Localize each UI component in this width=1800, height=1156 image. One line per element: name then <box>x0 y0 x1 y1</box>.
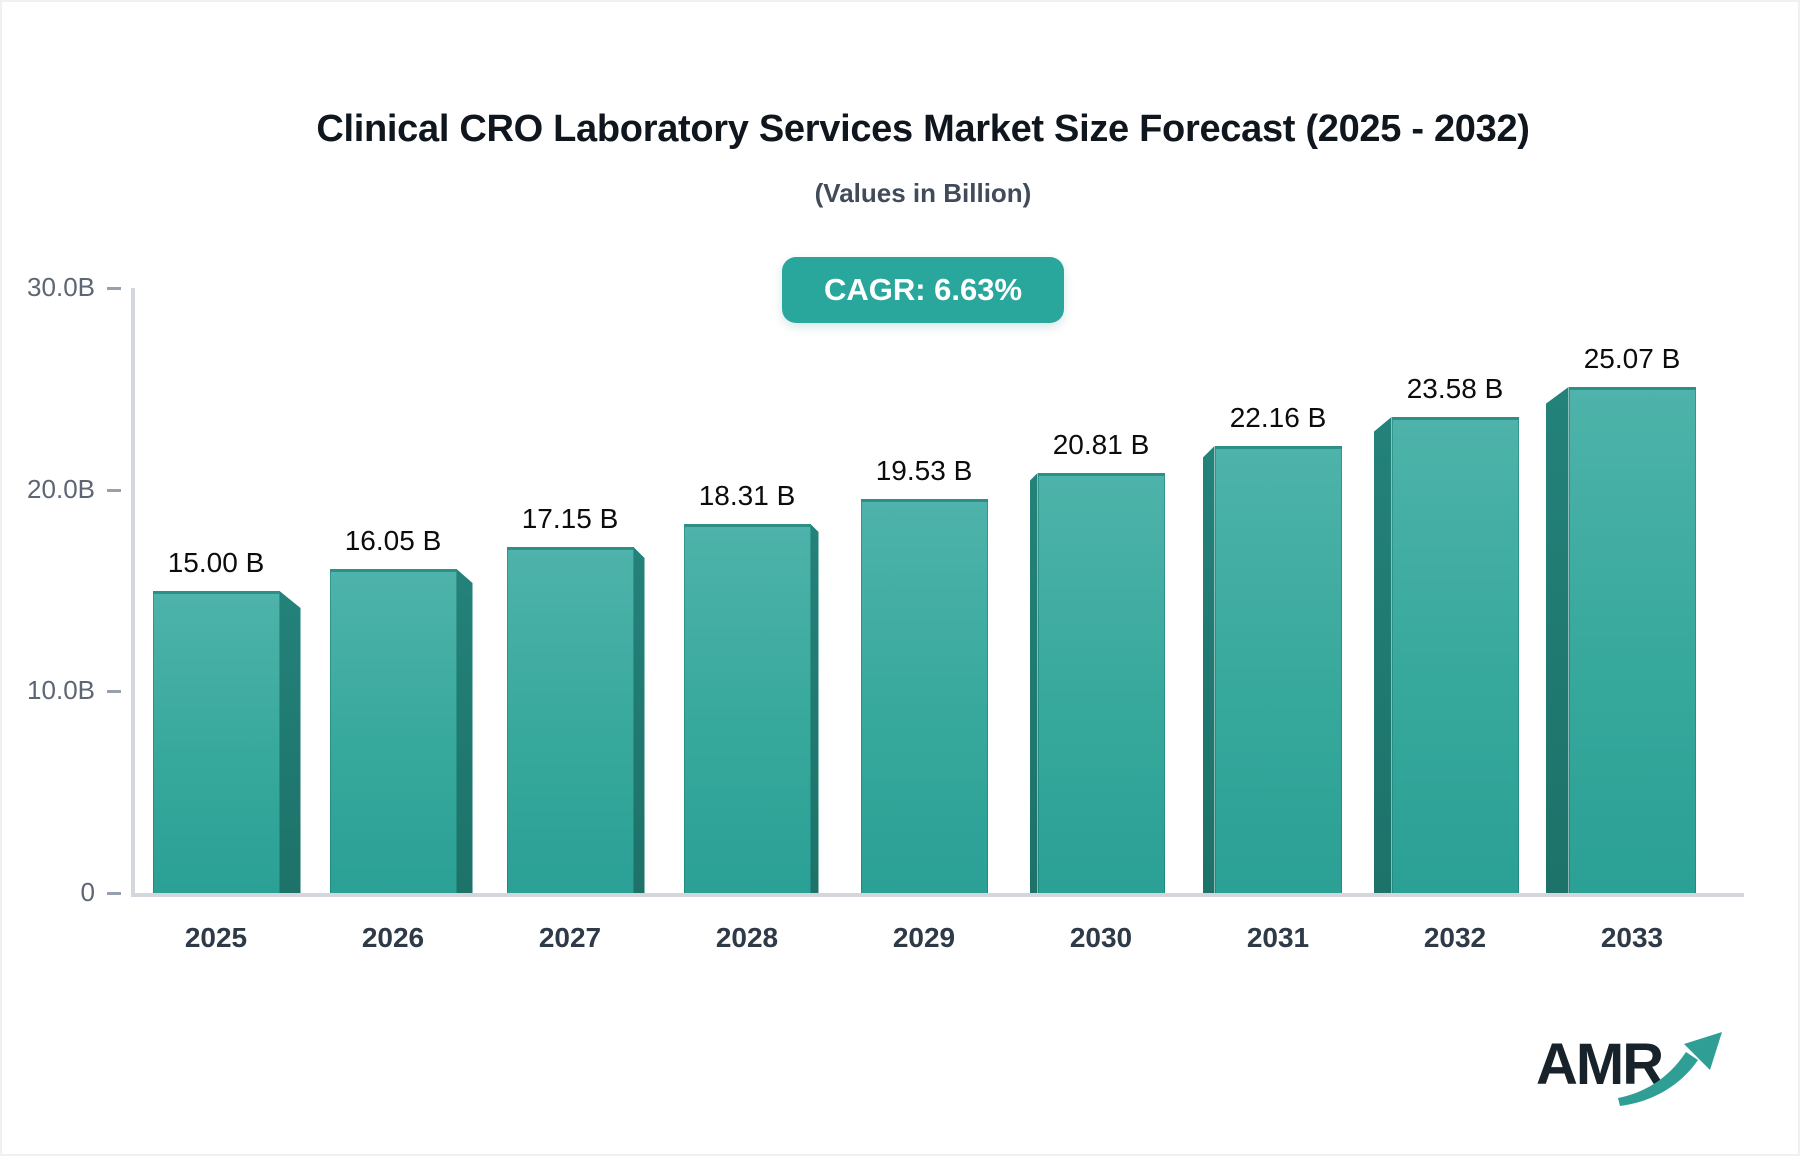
bar-2029 <box>860 499 988 893</box>
y-axis-label: 20.0B <box>27 473 95 504</box>
y-axis-label: 10.0B <box>27 675 95 706</box>
chart-subtitle: (Values in Billion) <box>814 178 1032 208</box>
x-axis-label-2027: 2027 <box>538 922 602 953</box>
bar-side-face <box>456 569 473 893</box>
bar-2030 <box>1037 473 1165 893</box>
x-axis-label-2033: 2033 <box>1600 922 1664 953</box>
bar-side-face <box>1545 387 1569 893</box>
y-axis-label: 30.0B <box>27 272 95 302</box>
brand-logo: AMR <box>1536 1032 1722 1106</box>
chart-title: Clinical CRO Laboratory Services Market … <box>316 108 1530 150</box>
bar-2026 <box>329 569 457 893</box>
bar-2027 <box>506 547 634 893</box>
x-axis-label-2031: 2031 <box>1246 922 1310 953</box>
bar-value-label: 20.81 B <box>1052 429 1150 460</box>
y-axis-tick <box>107 892 121 895</box>
y-axis-line <box>131 288 135 895</box>
x-axis-label-2032: 2032 <box>1423 922 1487 953</box>
x-axis-label-2025: 2025 <box>184 922 248 953</box>
cagr-badge-container: CAGR: 6.63% <box>48 257 1798 323</box>
y-axis-label: 0 <box>80 877 95 907</box>
bar-2032 <box>1391 417 1519 893</box>
bar-value-label: 25.07 B <box>1583 343 1681 374</box>
bar-side-face <box>279 591 301 893</box>
brand-logo-text: AMR <box>1536 1032 1664 1097</box>
bar-value-label: 17.15 B <box>521 503 619 534</box>
bar-side-face <box>1373 417 1392 893</box>
bar-side-face <box>1202 446 1215 893</box>
bar-2025 <box>152 591 280 893</box>
x-axis-label-2030: 2030 <box>1069 922 1133 953</box>
bar-value-label: 15.00 B <box>167 547 265 578</box>
bar-value-label: 18.31 B <box>698 480 796 511</box>
y-axis-tick <box>107 690 121 694</box>
bar-side-face <box>633 547 645 893</box>
x-axis-baseline <box>131 893 1744 897</box>
bar-value-label: 23.58 B <box>1406 373 1504 404</box>
y-axis-tick <box>107 287 121 290</box>
x-axis-label-2029: 2029 <box>892 922 956 953</box>
growth-arrow-icon <box>1618 1032 1722 1106</box>
bar-value-label: 22.16 B <box>1229 402 1327 433</box>
bar-side-face <box>810 524 819 893</box>
bar-2028 <box>683 524 811 893</box>
bar-2033 <box>1568 387 1696 893</box>
x-axis-label-2028: 2028 <box>715 922 779 953</box>
x-axis-label-2026: 2026 <box>361 922 425 953</box>
bar-2031 <box>1214 446 1342 893</box>
bar-side-face <box>1029 473 1038 893</box>
bar-value-label: 16.05 B <box>344 525 442 556</box>
cagr-badge: CAGR: 6.63% <box>781 257 1065 323</box>
bar-value-label: 19.53 B <box>875 455 973 486</box>
y-axis-tick <box>107 488 121 492</box>
